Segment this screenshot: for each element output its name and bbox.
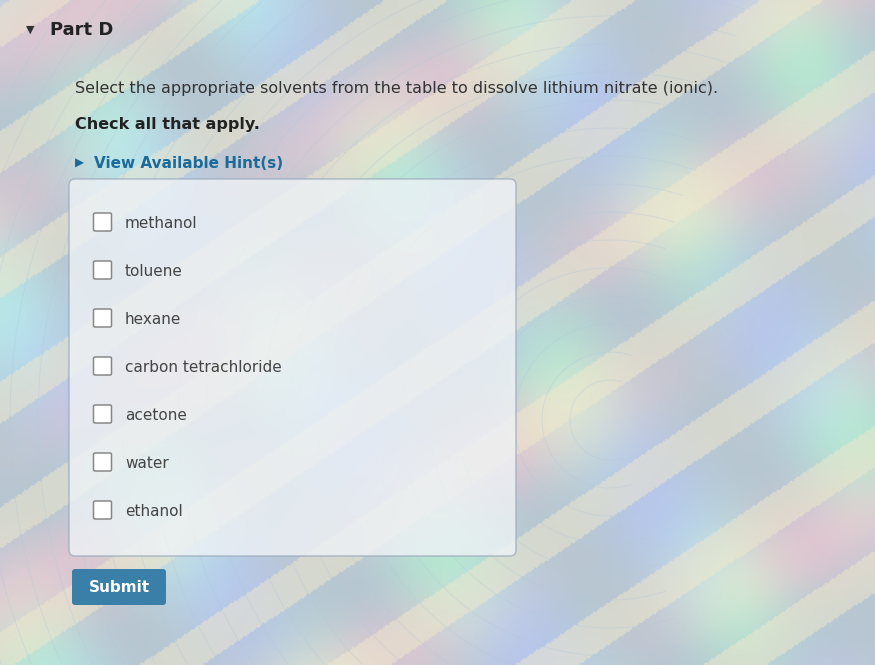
Text: methanol: methanol	[125, 215, 198, 231]
Text: ▼: ▼	[25, 25, 34, 35]
Text: ▶: ▶	[75, 156, 84, 170]
Text: carbon tetrachloride: carbon tetrachloride	[125, 360, 282, 374]
Text: Select the appropriate solvents from the table to dissolve lithium nitrate (ioni: Select the appropriate solvents from the…	[75, 80, 718, 96]
Text: Check all that apply.: Check all that apply.	[75, 118, 260, 132]
FancyBboxPatch shape	[72, 569, 166, 605]
FancyBboxPatch shape	[94, 405, 111, 423]
FancyBboxPatch shape	[69, 179, 516, 556]
Text: hexane: hexane	[125, 311, 181, 327]
Text: Part D: Part D	[50, 21, 114, 39]
FancyBboxPatch shape	[94, 501, 111, 519]
Text: ethanol: ethanol	[125, 503, 183, 519]
FancyBboxPatch shape	[94, 309, 111, 327]
FancyBboxPatch shape	[94, 357, 111, 375]
FancyBboxPatch shape	[94, 261, 111, 279]
FancyBboxPatch shape	[94, 213, 111, 231]
Text: water: water	[125, 456, 169, 471]
Text: Submit: Submit	[88, 579, 150, 595]
Text: toluene: toluene	[125, 263, 183, 279]
Text: acetone: acetone	[125, 408, 187, 422]
FancyBboxPatch shape	[94, 453, 111, 471]
Text: View Available Hint(s): View Available Hint(s)	[94, 156, 284, 170]
